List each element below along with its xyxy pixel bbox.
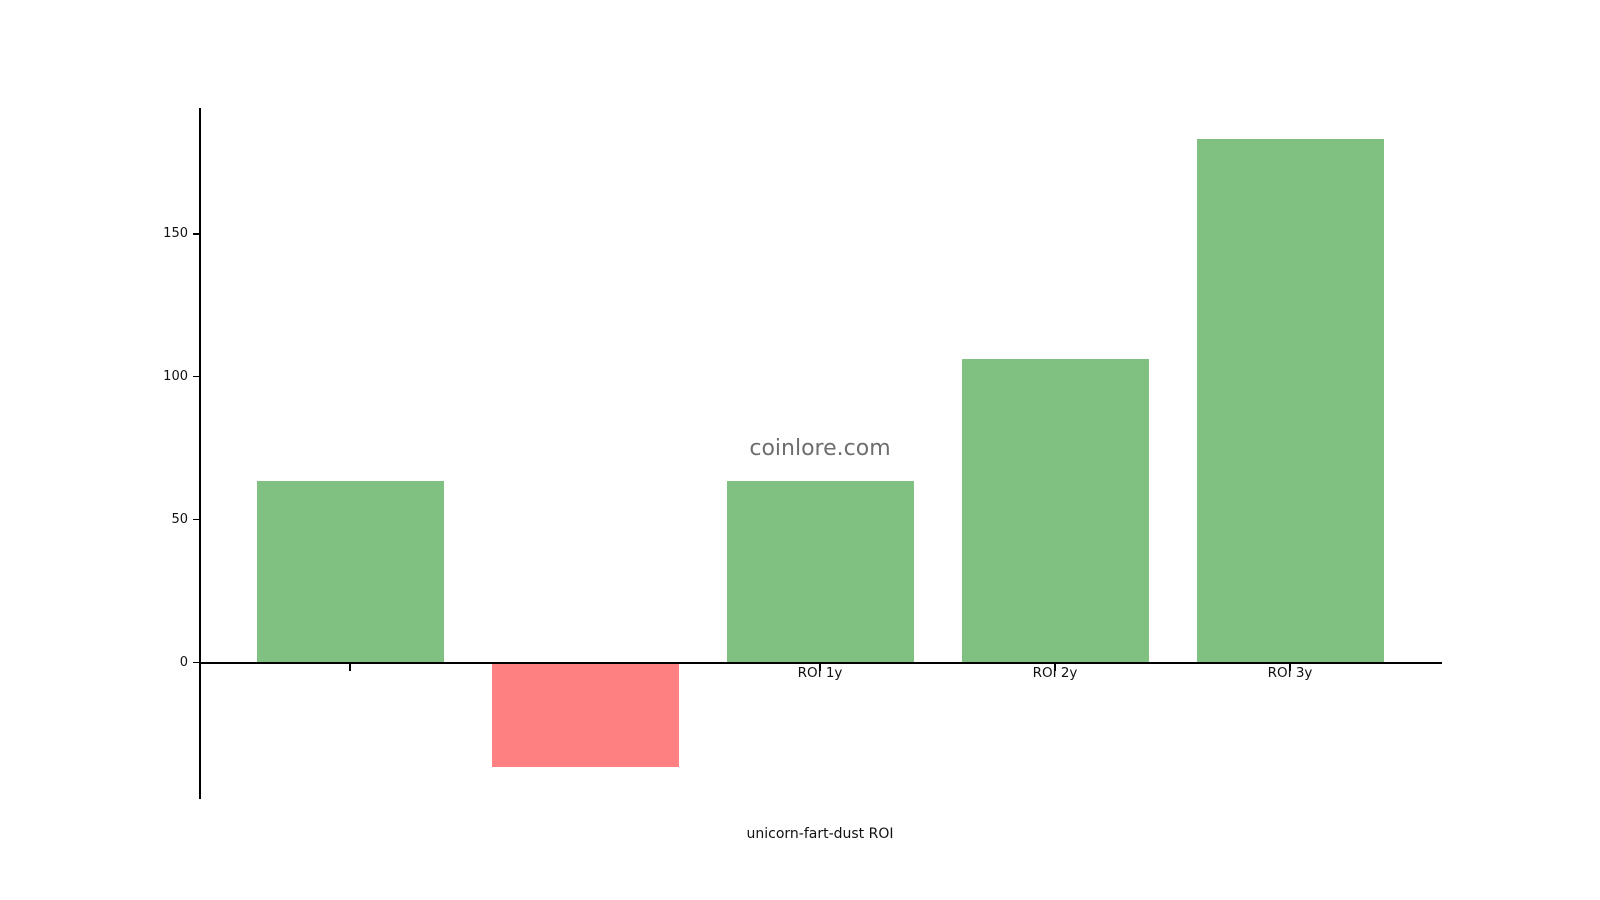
x-axis-spine [199,662,1442,664]
x-axis-tick-label: ROI 2y [1032,665,1078,681]
y-axis-tick [193,518,200,521]
x-axis-tick [349,662,351,671]
watermark: coinlore.com [749,436,891,461]
x-axis-title: unicorn-fart-dust ROI [746,826,894,842]
y-axis-tick-label: 100 [163,368,188,384]
x-axis-tick-label: ROI 3y [1267,665,1313,681]
x-axis-tick [819,662,821,671]
y-axis-tick-label: 50 [171,511,188,527]
x-axis-tick [1289,662,1291,671]
bar-positive [726,480,914,663]
y-axis-tick [193,233,200,235]
bar-negative [491,663,679,768]
bar-positive [1196,138,1384,663]
y-axis-tick-label: 150 [163,225,188,241]
bar-positive [961,358,1149,663]
y-axis-spine [199,108,201,799]
x-axis-tick [1054,662,1056,671]
bar-positive [256,480,444,663]
y-axis-tick-label: 0 [179,654,188,670]
y-axis-tick [193,661,200,664]
x-axis-tick-label: ROI 1y [797,665,843,681]
y-axis-tick [193,375,200,378]
